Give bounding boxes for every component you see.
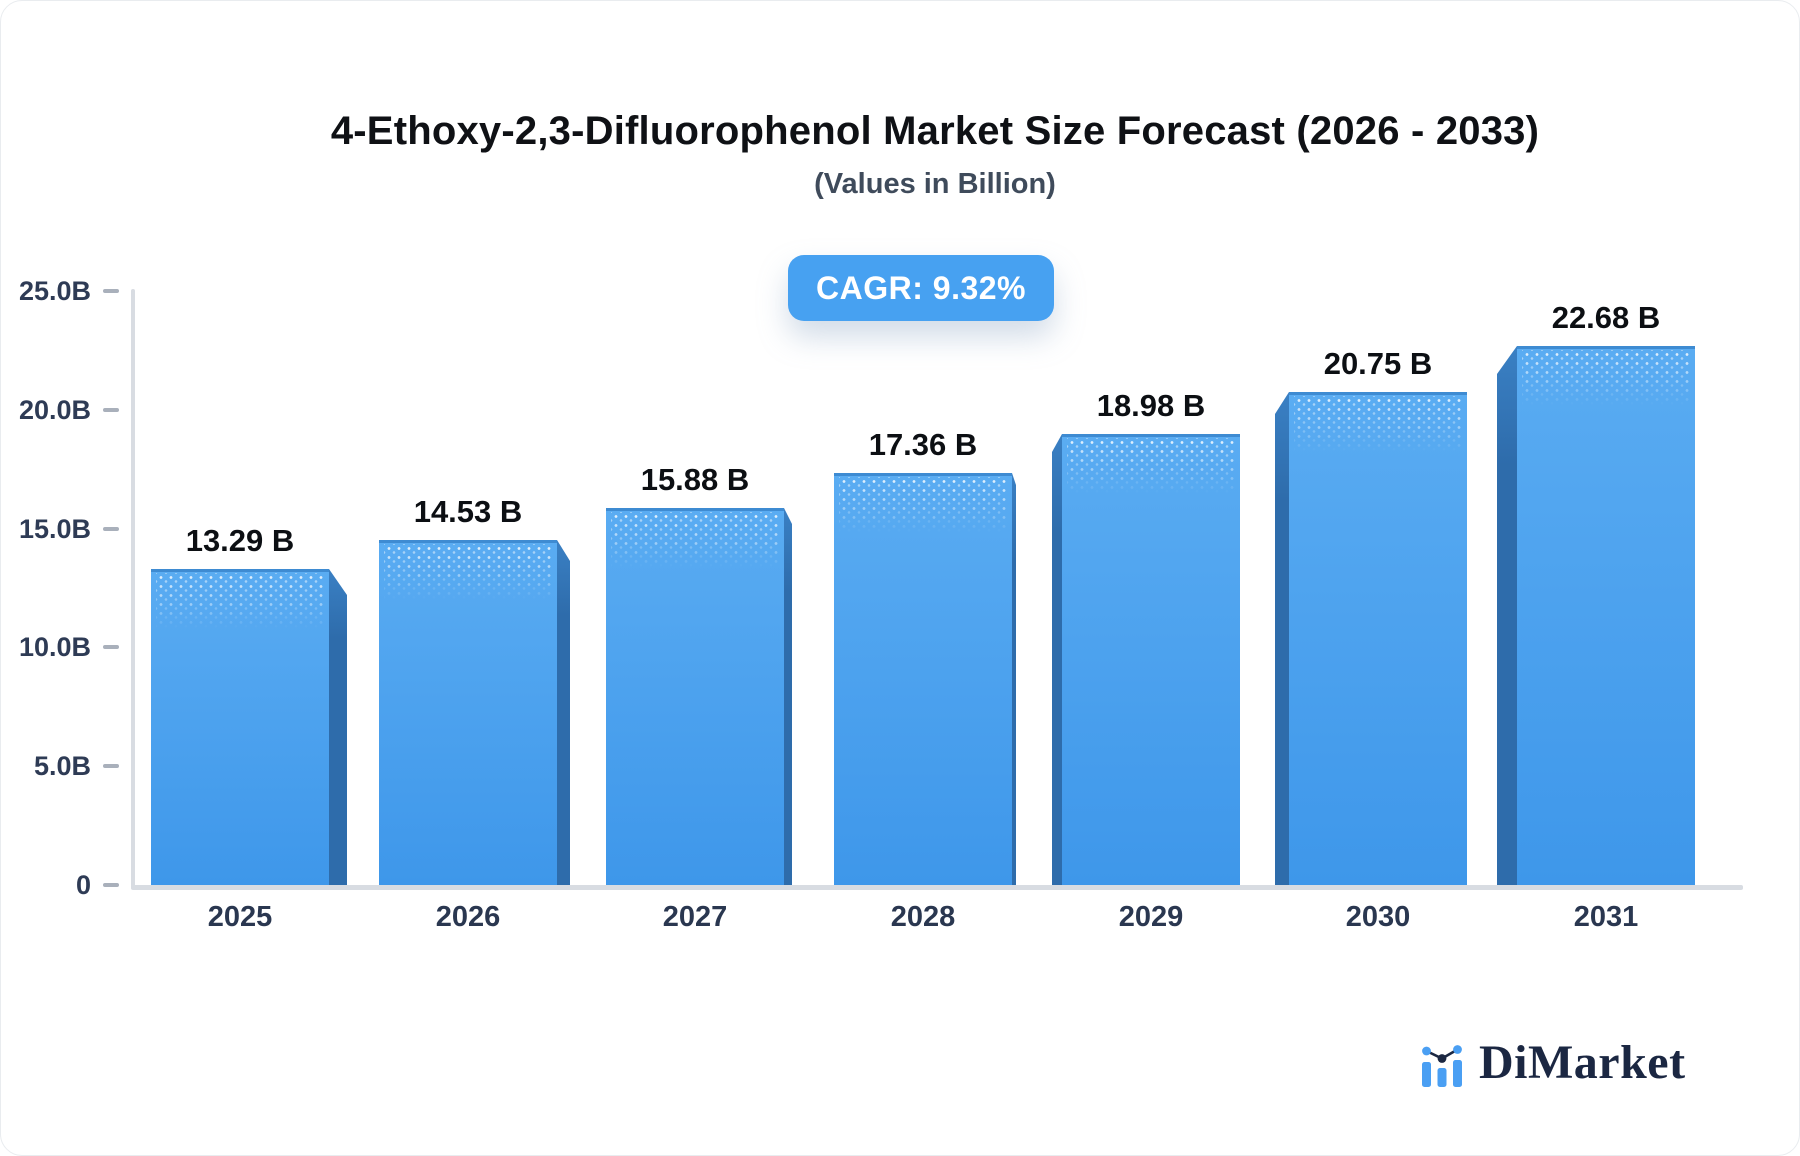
bar-2028 [834,473,1012,885]
bar-value-label: 22.68 B [1551,300,1661,335]
bar-value-label: 14.53 B [413,494,523,529]
y-axis-label: 15.0B [18,513,91,544]
bar-3d-side [329,569,347,885]
bar-top-texture [839,477,1007,533]
x-axis-label: 2031 [1573,901,1639,933]
bar-3d-side [1052,434,1062,885]
brand-logo: DiMarket [1419,1039,1686,1093]
bar-top-texture [611,512,779,568]
y-axis-label: 25.0B [18,276,91,306]
y-axis-label: 10.0B [18,632,91,663]
bar-top-texture [384,544,552,600]
bar-3d-side [1012,473,1016,885]
bar-top-texture [156,573,324,629]
bar-2025 [151,569,329,885]
bar-value-label: 13.29 B [185,523,295,558]
bar-value-label: 17.36 B [868,427,978,462]
bar-3d-side [1497,346,1517,885]
bar-2031 [1517,346,1695,885]
brand-name: DiMarket [1479,1036,1686,1089]
y-axis-tick [103,289,119,293]
bar-top-texture [1294,396,1462,452]
y-axis-tick [103,883,119,887]
bar-value-label: 20.75 B [1323,346,1433,381]
x-axis-label: 2030 [1345,901,1411,933]
bar-value-label: 15.88 B [640,462,750,497]
bar-2026 [379,540,557,885]
chart-header: 4-Ethoxy-2,3-Difluorophenol Market Size … [71,109,1799,201]
y-axis-tick [103,526,119,531]
y-axis-label: 20.0B [18,394,91,425]
x-axis-label: 2029 [1118,901,1184,933]
bar-2029 [1062,434,1240,885]
x-axis-label: 2027 [662,901,728,933]
bar-3d-side [557,540,570,885]
x-axis-line [131,885,1743,890]
y-axis-label: 5.0B [33,751,91,782]
y-axis-label: 0 [75,870,91,900]
x-axis-label: 2025 [207,901,273,933]
bar-2027 [606,508,784,885]
mini-bar-line-chart-icon [1422,1045,1462,1087]
cagr-badge: CAGR: 9.32% [788,255,1054,321]
bar-value-label: 18.98 B [1096,388,1206,423]
bar-3d-side [1275,392,1289,885]
page-title: 4-Ethoxy-2,3-Difluorophenol Market Size … [330,109,1540,153]
y-axis-tick [103,407,119,412]
y-axis-tick [103,645,119,650]
chart-subtitle: (Values in Billion) [814,168,1056,200]
x-axis-label: 2026 [435,901,501,933]
bar-2030 [1289,392,1467,885]
bar-top-texture [1522,350,1690,406]
bar-top-texture [1067,438,1235,494]
x-axis-label: 2028 [890,901,956,933]
y-axis-tick [103,764,119,769]
y-axis-line [131,289,135,889]
bar-3d-side [784,508,792,885]
